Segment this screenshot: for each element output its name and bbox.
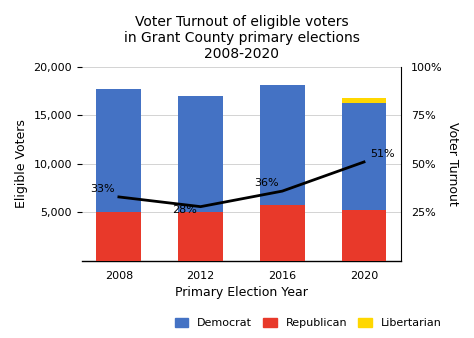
Bar <box>96 89 141 213</box>
X-axis label: Primary Election Year: Primary Election Year <box>175 286 308 299</box>
Bar <box>96 213 141 261</box>
Text: 51%: 51% <box>371 149 395 159</box>
Text: 28%: 28% <box>172 206 197 215</box>
Bar <box>260 205 305 261</box>
Bar <box>342 210 386 261</box>
Y-axis label: Voter Turnout: Voter Turnout <box>446 122 459 206</box>
Bar <box>178 213 223 261</box>
Bar <box>342 98 386 103</box>
Bar <box>260 85 305 205</box>
Bar <box>342 103 386 210</box>
Text: 36%: 36% <box>254 178 278 188</box>
Title: Voter Turnout of eligible voters
in Grant County primary elections
2008-2020: Voter Turnout of eligible voters in Gran… <box>124 15 359 62</box>
Text: 33%: 33% <box>90 184 115 194</box>
Bar <box>178 96 223 213</box>
Y-axis label: Eligible Voters: Eligible Voters <box>15 119 28 208</box>
Legend: Democrat, Republican, Libertarian: Democrat, Republican, Libertarian <box>171 313 446 333</box>
